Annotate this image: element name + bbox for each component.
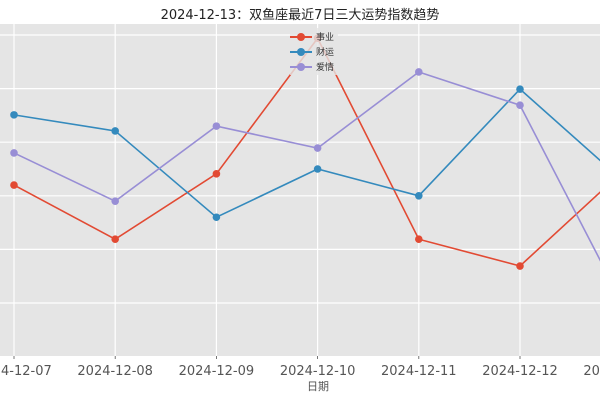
x-tick-label: 2024-12-11 xyxy=(381,364,457,379)
legend-marker-icon xyxy=(290,47,312,57)
x-tick-label: 2024-12-10 xyxy=(280,364,356,379)
legend-marker-icon xyxy=(290,32,312,42)
data-point xyxy=(516,101,524,110)
data-point xyxy=(10,181,18,189)
x-tick-label: 2024-12-12 xyxy=(482,364,558,379)
data-point xyxy=(111,197,119,205)
legend-item-love: 爱情 xyxy=(290,59,338,74)
data-point xyxy=(212,213,221,222)
x-tick-label: 2024-12-07 xyxy=(0,364,52,379)
data-point xyxy=(516,262,524,270)
x-axis-label: 日期 xyxy=(307,380,329,393)
legend-label: 爱情 xyxy=(316,63,335,73)
chart-title: 2024-12-13：双鱼座最近7日三大运势指数趋势 xyxy=(160,8,440,23)
data-point xyxy=(111,127,119,135)
data-point xyxy=(415,235,423,244)
legend-item-career: 事业 xyxy=(290,29,338,44)
data-point xyxy=(10,111,18,119)
legend-label: 财运 xyxy=(316,48,335,58)
data-point xyxy=(516,85,524,93)
x-tick-label: 2024-12-08 xyxy=(77,364,153,379)
x-tick-label: 2024-12-13 xyxy=(583,364,600,379)
data-point xyxy=(212,170,221,178)
legend-marker-icon xyxy=(290,62,312,72)
legend-label: 事业 xyxy=(316,33,335,43)
legend: 事业 财运 爱情 xyxy=(290,28,338,75)
data-point xyxy=(313,165,322,173)
data-point xyxy=(415,68,423,76)
data-point xyxy=(415,192,423,200)
plot-area xyxy=(0,24,600,356)
data-point xyxy=(212,122,221,130)
data-point xyxy=(10,149,18,157)
x-tick-label: 2024-12-09 xyxy=(179,364,255,379)
legend-item-wealth: 财运 xyxy=(290,44,338,59)
data-point xyxy=(111,235,119,244)
data-point xyxy=(313,144,322,152)
